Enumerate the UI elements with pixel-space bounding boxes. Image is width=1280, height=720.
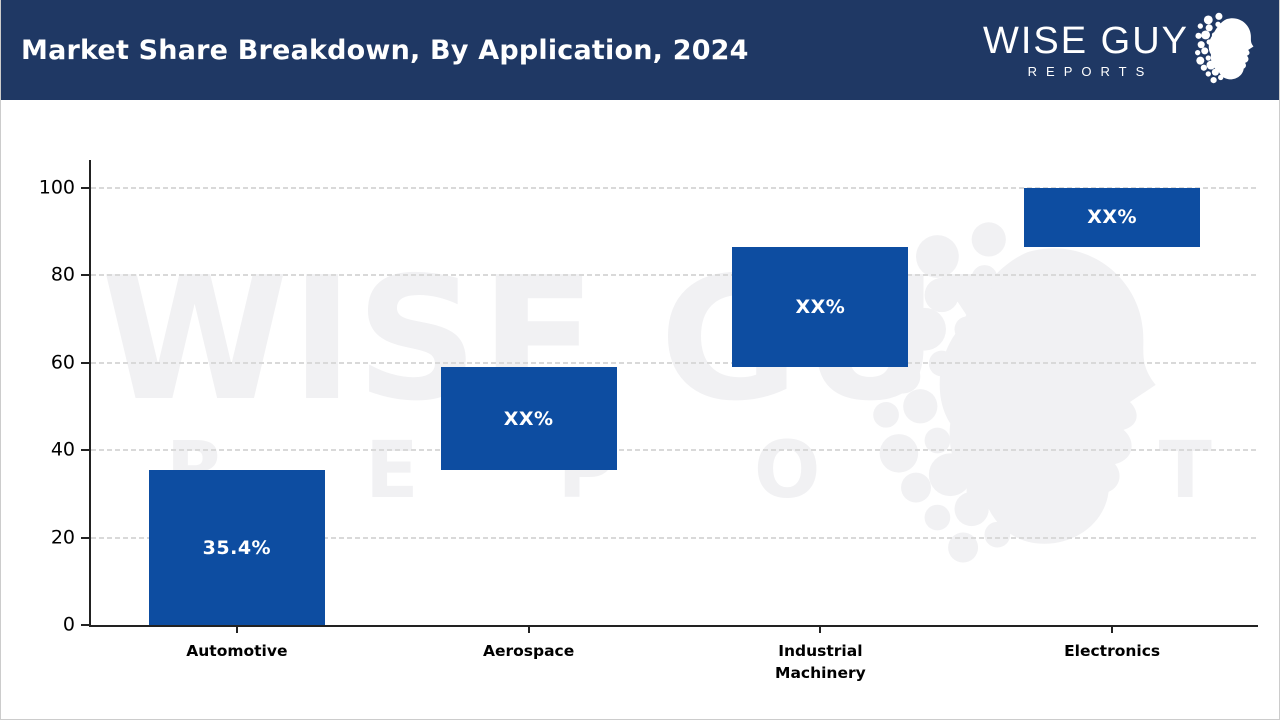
chart-area: WISE GUY R E P O R T S 02040608010035.4%… (1, 100, 1279, 719)
y-tick-mark-80 (81, 274, 89, 277)
x-category-label-automotive: Automotive (186, 642, 288, 660)
y-tick-label-20: 20 (50, 526, 75, 549)
logo: WISE GUY REPORTS (983, 10, 1257, 90)
bar-value-label-automotive: 35.4% (202, 536, 272, 559)
gridline-80 (91, 274, 1258, 277)
logo-subtitle: REPORTS (1027, 64, 1154, 79)
y-tick-label-80: 80 (50, 263, 75, 286)
x-tick-mark-industrial-machinery (819, 625, 822, 633)
y-tick-mark-40 (81, 449, 89, 452)
bar-industrial-machinery: XX% (732, 247, 909, 367)
y-tick-label-40: 40 (50, 438, 75, 461)
x-tick-mark-electronics (1111, 625, 1114, 633)
x-tick-mark-aerospace (527, 625, 530, 633)
y-tick-mark-60 (81, 361, 89, 364)
bar-value-label-industrial-machinery: XX% (795, 296, 846, 318)
x-category-label-aerospace: Aerospace (482, 642, 575, 660)
bar-electronics: XX% (1024, 187, 1201, 248)
y-tick-mark-0 (81, 624, 89, 626)
chart-title: Market Share Breakdown, By Application, … (21, 34, 749, 66)
x-category-label-electronics: Electronics (1064, 642, 1161, 660)
logo-wordmark: WISE GUY (982, 20, 1189, 62)
bar-value-label-electronics: XX% (1087, 206, 1138, 229)
header-bar: Market Share Breakdown, By Application, … (1, 0, 1279, 100)
logo-text: WISE GUY REPORTS (983, 22, 1189, 78)
x-category-label-industrial-machinery: Industrial Machinery (775, 642, 866, 682)
y-tick-label-100: 100 (38, 176, 75, 199)
y-tick-label-0: 0 (62, 613, 75, 636)
gridline-20 (91, 536, 1258, 539)
gridline-60 (91, 361, 1258, 364)
logo-face-icon (1195, 10, 1257, 90)
bar-value-label-aerospace: XX% (503, 407, 554, 430)
gridline-40 (91, 449, 1258, 452)
plot-area: 0 20 40 60 80 100 35.4% Automotive XX% Aerospace X… (39, 160, 1258, 682)
y-tick-mark-20 (81, 536, 89, 539)
x-tick-mark-automotive (235, 625, 238, 633)
bar-automotive: 35.4% (148, 470, 325, 625)
y-tick-label-60: 60 (50, 351, 75, 374)
y-tick-mark-100 (81, 186, 89, 189)
bar-aerospace: XX% (440, 366, 617, 471)
gridline-100 (91, 186, 1258, 189)
